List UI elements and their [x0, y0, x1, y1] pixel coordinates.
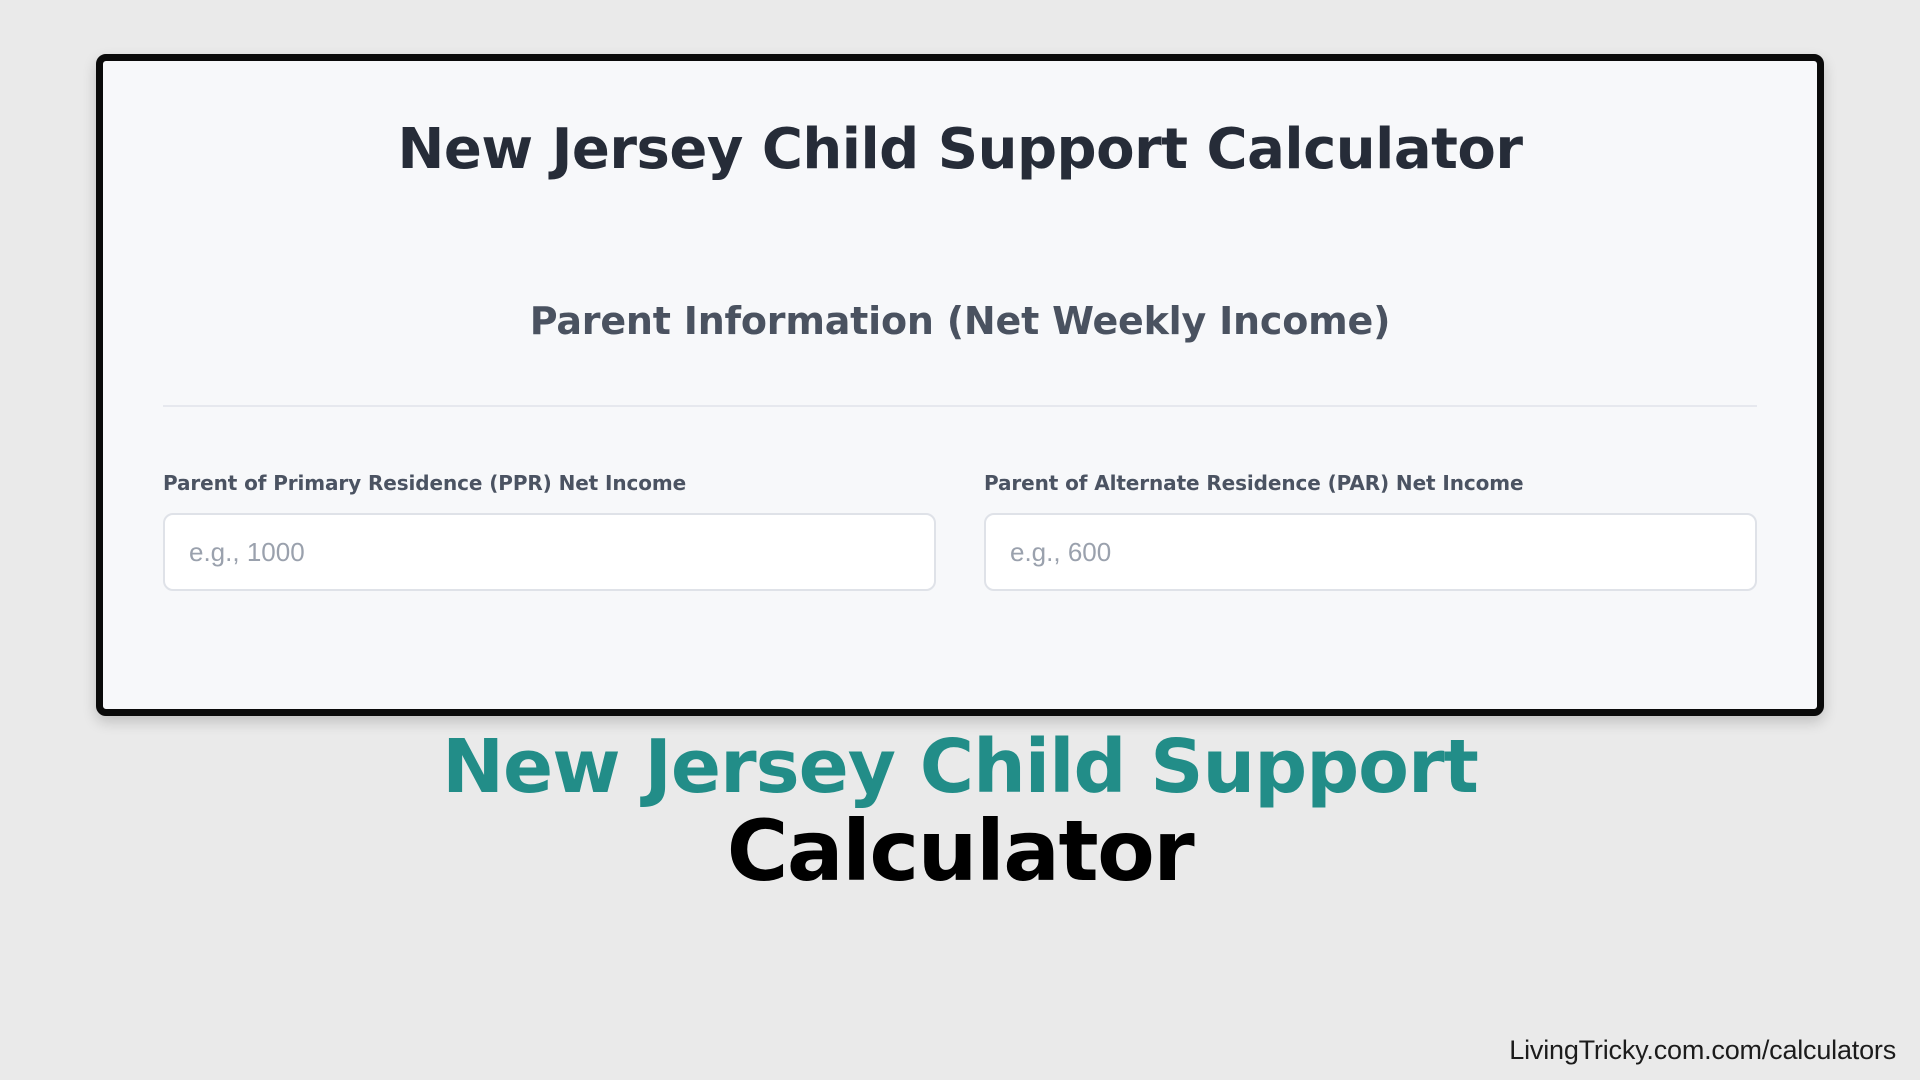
promo-headline-line-2: Calculator [726, 802, 1195, 900]
page-title: New Jersey Child Support Calculator [397, 117, 1523, 182]
label-ppr-net-income: Parent of Primary Residence (PPR) Net In… [163, 471, 687, 495]
calculator-card-inner: New Jersey Child Support Calculator Pare… [103, 61, 1817, 709]
footer-url: LivingTricky.com.com/calculators [1509, 1035, 1896, 1065]
section-heading-parent-information: Parent Information (Net Weekly Income) [529, 299, 1391, 343]
parent-income-fields-row: Parent of Primary Residence (PPR) Net In… [163, 471, 1757, 591]
input-ppr-net-income[interactable] [163, 513, 936, 591]
section-divider [163, 405, 1757, 407]
promo-headline: New Jersey Child Support Calculator [0, 730, 1920, 898]
field-group-ppr-net-income: Parent of Primary Residence (PPR) Net In… [163, 471, 936, 591]
calculator-card: New Jersey Child Support Calculator Pare… [96, 54, 1824, 716]
input-par-net-income[interactable] [984, 513, 1757, 591]
field-group-par-net-income: Parent of Alternate Residence (PAR) Net … [984, 471, 1757, 591]
label-par-net-income: Parent of Alternate Residence (PAR) Net … [984, 471, 1524, 495]
promo-headline-line-1: New Jersey Child Support [442, 724, 1479, 810]
